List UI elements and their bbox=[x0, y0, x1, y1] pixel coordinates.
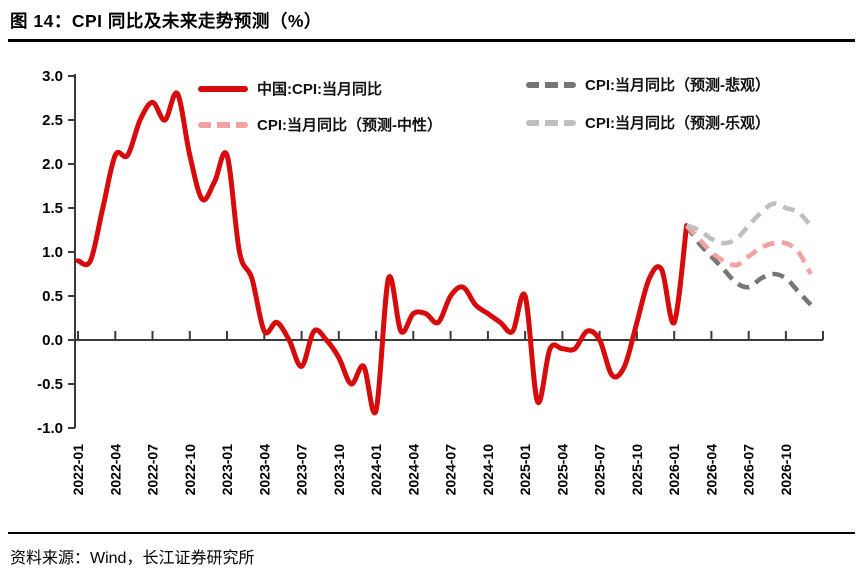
x-tick-label: 2022-07 bbox=[145, 444, 161, 496]
legend-label-optimistic: CPI:当月同比（预测-乐观） bbox=[585, 115, 770, 132]
series-forecast-neutral-line bbox=[684, 224, 813, 276]
figure-title: 图 14：CPI 同比及未来走势预测（%） bbox=[10, 11, 322, 31]
legend-label-actual: 中国:CPI:当月同比 bbox=[257, 81, 382, 98]
legend-line-sample-pessimistic bbox=[526, 81, 576, 88]
y-tick-label: -1.0 bbox=[37, 420, 63, 437]
legend-label-neutral: CPI:当月同比（预测-中性） bbox=[257, 117, 442, 134]
x-tick-label: 2023-07 bbox=[294, 444, 310, 496]
y-tick-label: 0.0 bbox=[42, 332, 63, 349]
x-tick-label: 2022-01 bbox=[70, 444, 86, 496]
x-tick-label: 2024-07 bbox=[443, 444, 459, 496]
x-tick-label: 2025-10 bbox=[629, 444, 645, 496]
x-tick-label: 2025-04 bbox=[554, 444, 570, 496]
series-forecast-optimistic-line bbox=[685, 201, 813, 246]
legend-item-pessimistic: CPI:当月同比（预测-悲观） bbox=[526, 74, 770, 95]
x-tick-label: 2026-10 bbox=[778, 444, 794, 496]
x-tick-label: 2024-01 bbox=[368, 444, 384, 496]
y-tick-label: 3.0 bbox=[42, 68, 63, 85]
y-tick-label: 0.5 bbox=[42, 288, 63, 305]
x-tick-label: 2025-01 bbox=[517, 444, 533, 496]
legend-item-neutral: CPI:当月同比（预测-中性） bbox=[198, 114, 442, 135]
legend-line-sample-optimistic bbox=[526, 119, 576, 126]
legend-item-optimistic: CPI:当月同比（预测-乐观） bbox=[526, 112, 770, 133]
series-forecast-pessimistic-line bbox=[684, 224, 813, 307]
x-tick-label: 2026-01 bbox=[666, 444, 682, 496]
x-tick-label: 2026-04 bbox=[703, 444, 719, 496]
legend-line-sample-neutral bbox=[198, 121, 248, 128]
legend-line-sample-actual bbox=[198, 85, 248, 92]
title-divider bbox=[8, 39, 855, 42]
x-tick-label: 2023-10 bbox=[331, 444, 347, 496]
y-tick-label: 1.5 bbox=[42, 200, 63, 217]
x-tick-label: 2023-04 bbox=[256, 444, 272, 496]
series-actual-line bbox=[75, 90, 690, 416]
x-tick-label: 2026-07 bbox=[741, 444, 757, 496]
x-tick-label: 2023-01 bbox=[219, 444, 235, 496]
x-tick-label: 2024-10 bbox=[480, 444, 496, 496]
y-tick-label: 1.0 bbox=[42, 244, 63, 261]
source-note: 资料来源：Wind，长江证券研究所 bbox=[10, 550, 255, 567]
y-tick-label: 2.5 bbox=[42, 112, 63, 129]
cpi-chart-svg: 3.0 2.5 2.0 1.5 1.0 0.5 0.0 -0.5 -1.0 2022-01 2022… bbox=[37, 68, 824, 496]
x-tick-label: 2022-04 bbox=[107, 444, 123, 496]
x-tick-label: 2025-07 bbox=[592, 444, 608, 496]
x-tick-label: 2024-04 bbox=[405, 444, 421, 496]
legend-item-actual: 中国:CPI:当月同比 bbox=[198, 78, 382, 99]
x-tick-label: 2022-10 bbox=[182, 444, 198, 496]
footer-divider bbox=[8, 532, 855, 534]
y-tick-label: 2.0 bbox=[42, 156, 63, 173]
legend-label-pessimistic: CPI:当月同比（预测-悲观） bbox=[585, 77, 770, 94]
y-tick-label: -0.5 bbox=[37, 376, 63, 393]
